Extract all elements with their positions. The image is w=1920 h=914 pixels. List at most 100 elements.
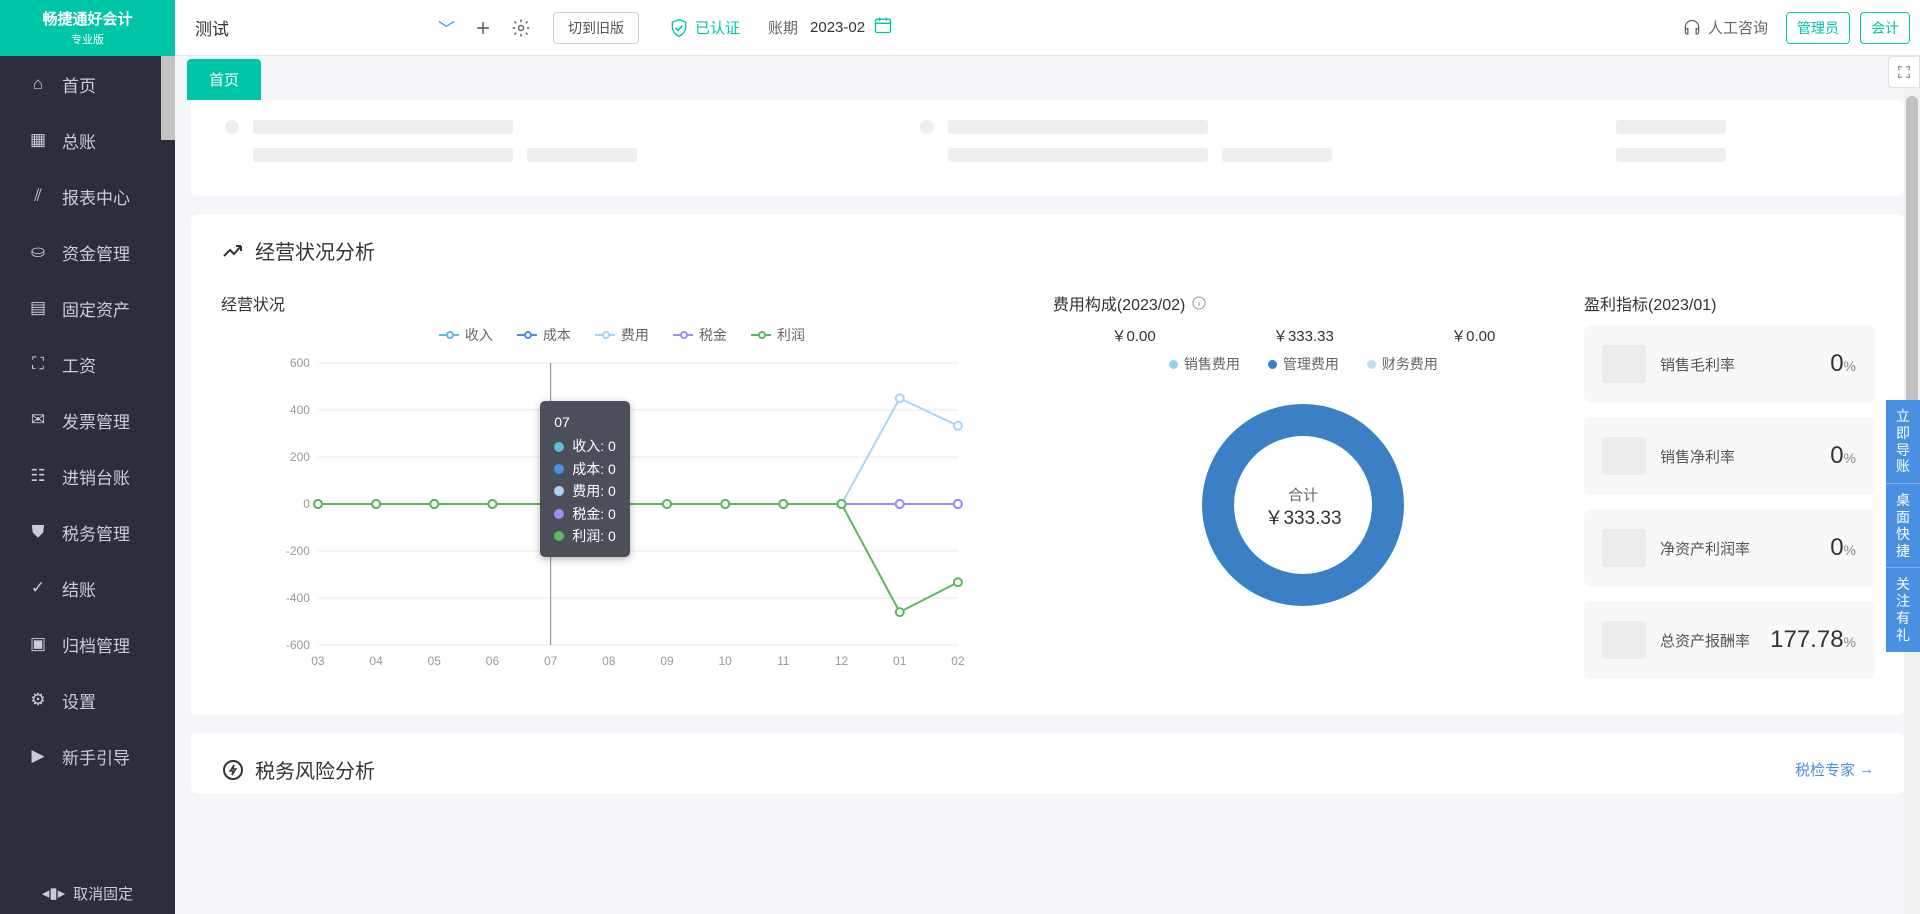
- line-chart-title: 经营状况: [221, 291, 1023, 315]
- metric-item: 总资产报酬率 177.78%: [1584, 601, 1874, 679]
- svg-text:01: 01: [893, 654, 907, 668]
- svg-text:12: 12: [835, 654, 849, 668]
- chart-tooltip: 07收入: 0成本: 0费用: 0税金: 0利润: 0: [540, 401, 630, 557]
- metric-value: 0: [1830, 442, 1843, 469]
- sidebar-icon: ⛊: [28, 522, 48, 542]
- metric-value: 0: [1830, 350, 1843, 377]
- company-name: 测试: [195, 15, 229, 40]
- svg-text:06: 06: [486, 654, 500, 668]
- bolt-circle-icon: [221, 758, 245, 782]
- metrics-panel: 盈利指标(2023/01) 销售毛利率 0% 销售净利率 0% 净资产利润率 0…: [1584, 291, 1874, 693]
- legend-item[interactable]: 成本: [517, 325, 571, 345]
- metric-value: 0: [1830, 534, 1843, 561]
- svg-text:600: 600: [290, 356, 310, 370]
- svg-text:200: 200: [290, 450, 310, 464]
- metric-label: 销售毛利率: [1660, 354, 1816, 375]
- sidebar-item-7[interactable]: ☷ 进销台账: [0, 448, 175, 504]
- switch-old-version-button[interactable]: 切到旧版: [553, 12, 639, 44]
- float-follow-button[interactable]: 关注有礼: [1886, 567, 1920, 651]
- svg-text:04: 04: [369, 654, 383, 668]
- sidebar-item-6[interactable]: ✉发票管理: [0, 392, 175, 448]
- sidebar-item-10[interactable]: ▣ 归档管理: [0, 616, 175, 672]
- sidebar-item-2[interactable]: ⫽报表中心: [0, 168, 175, 224]
- sidebar-icon: ▦: [28, 130, 48, 150]
- sidebar-item-label: 固定资产: [62, 296, 130, 321]
- sidebar-item-label: 总账: [62, 128, 96, 153]
- sidebar-item-label: 设置: [62, 688, 96, 713]
- svg-text:02: 02: [951, 654, 965, 668]
- shield-check-icon: [669, 18, 689, 38]
- sidebar-item-12[interactable]: ▶新手引导: [0, 728, 175, 784]
- summary-skeleton-card: [191, 100, 1904, 196]
- line-chart-legend: 收入 成本 费用 税金 利润: [221, 325, 1023, 345]
- svg-text:-400: -400: [286, 591, 310, 605]
- svg-text:05: 05: [428, 654, 442, 668]
- tab-home[interactable]: 首页: [187, 59, 261, 100]
- sidebar-item-3[interactable]: ⛀资金管理: [0, 224, 175, 280]
- sidebar-icon: ⌂: [28, 74, 48, 94]
- svg-text:09: 09: [660, 654, 674, 668]
- donut-legend: 销售费用 管理费用 财务费用: [1053, 354, 1554, 374]
- float-import-button[interactable]: 立即导账: [1886, 400, 1920, 483]
- sidebar-item-label: 进销台账: [62, 464, 130, 489]
- donut-panel: 费用构成(2023/02) ￥0.00￥333.33￥0.00 销售费用管理费用…: [1053, 291, 1554, 693]
- consult-button[interactable]: 人工咨询: [1682, 17, 1768, 38]
- sidebar-item-label: 归档管理: [62, 632, 130, 657]
- sidebar-item-label: 报表中心: [62, 184, 130, 209]
- donut-values-row: ￥0.00￥333.33￥0.00: [1053, 325, 1554, 346]
- analysis-card: 经营状况分析 经营状况 收入成本费用税金利润 -600-400-20002004…: [191, 214, 1904, 715]
- metrics-title: 盈利指标(2023/01): [1584, 291, 1874, 315]
- sidebar-item-8[interactable]: ⛊税务管理: [0, 504, 175, 560]
- legend-item[interactable]: 费用: [595, 325, 649, 345]
- trend-icon: [221, 239, 245, 263]
- tax-expert-link[interactable]: 税检专家 →: [1795, 759, 1874, 780]
- sidebar-icon: ⛶: [28, 354, 48, 374]
- legend-item[interactable]: 税金: [673, 325, 727, 345]
- company-selector[interactable]: 测试 ﹀: [195, 15, 455, 40]
- role-admin-button[interactable]: 管理员: [1786, 12, 1850, 44]
- donut-value: ￥0.00: [1451, 325, 1495, 346]
- sidebar-item-4[interactable]: ▤固定资产: [0, 280, 175, 336]
- calendar-icon: [873, 15, 893, 35]
- metric-item: 销售毛利率 0%: [1584, 325, 1874, 403]
- donut-chart[interactable]: 合计 ￥333.33: [1188, 390, 1418, 620]
- period-calendar-button[interactable]: [873, 15, 893, 40]
- content-scroll[interactable]: 经营状况分析 经营状况 收入成本费用税金利润 -600-400-20002004…: [175, 100, 1920, 914]
- add-button[interactable]: [473, 18, 493, 38]
- float-desktop-button[interactable]: 桌面快捷: [1886, 483, 1920, 567]
- unpin-sidebar-button[interactable]: ◂▮▸ 取消固定: [0, 872, 175, 914]
- sidebar-item-label: 结账: [62, 576, 96, 601]
- headset-icon: [1682, 18, 1702, 38]
- gear-icon: [511, 18, 531, 38]
- arrow-right-icon: →: [1859, 761, 1874, 778]
- sidebar-item-11[interactable]: ⚙设置: [0, 672, 175, 728]
- role-accountant-button[interactable]: 会计: [1860, 12, 1910, 44]
- sidebar-item-label: 首页: [62, 72, 96, 97]
- verified-badge: 已认证: [669, 17, 740, 38]
- sidebar-scrollbar-thumb[interactable]: [161, 56, 175, 140]
- metric-item: 净资产利润率 0%: [1584, 509, 1874, 587]
- legend-item[interactable]: 利润: [751, 325, 805, 345]
- fullscreen-button[interactable]: [1888, 56, 1920, 88]
- sidebar-item-5[interactable]: ⛶工资: [0, 336, 175, 392]
- settings-button[interactable]: [511, 18, 531, 38]
- sidebar-item-1[interactable]: ▦ 总账: [0, 112, 175, 168]
- float-button-group: 立即导账 桌面快捷 关注有礼: [1886, 400, 1920, 652]
- line-chart-panel: 经营状况 收入成本费用税金利润 -600-400-200020040060003…: [221, 291, 1023, 693]
- legend-item[interactable]: 收入: [439, 325, 493, 345]
- sidebar-item-0[interactable]: ⌂ 首页: [0, 56, 175, 112]
- period-label: 账期: [768, 17, 798, 38]
- donut-legend-item[interactable]: 财务费用: [1367, 354, 1438, 374]
- sidebar-item-label: 资金管理: [62, 240, 130, 265]
- metric-unit: %: [1844, 450, 1856, 466]
- metric-unit: %: [1844, 542, 1856, 558]
- sidebar-icon: ☷: [28, 466, 48, 486]
- sidebar-item-9[interactable]: ✓结账: [0, 560, 175, 616]
- info-icon[interactable]: [1191, 295, 1207, 311]
- donut-center-value: ￥333.33: [1265, 508, 1342, 529]
- svg-text:-600: -600: [286, 638, 310, 652]
- donut-legend-item[interactable]: 销售费用: [1169, 354, 1240, 374]
- donut-legend-item[interactable]: 管理费用: [1268, 354, 1339, 374]
- tax-title: 税务风险分析: [221, 755, 375, 784]
- sidebar-icon: ▣: [28, 634, 48, 654]
